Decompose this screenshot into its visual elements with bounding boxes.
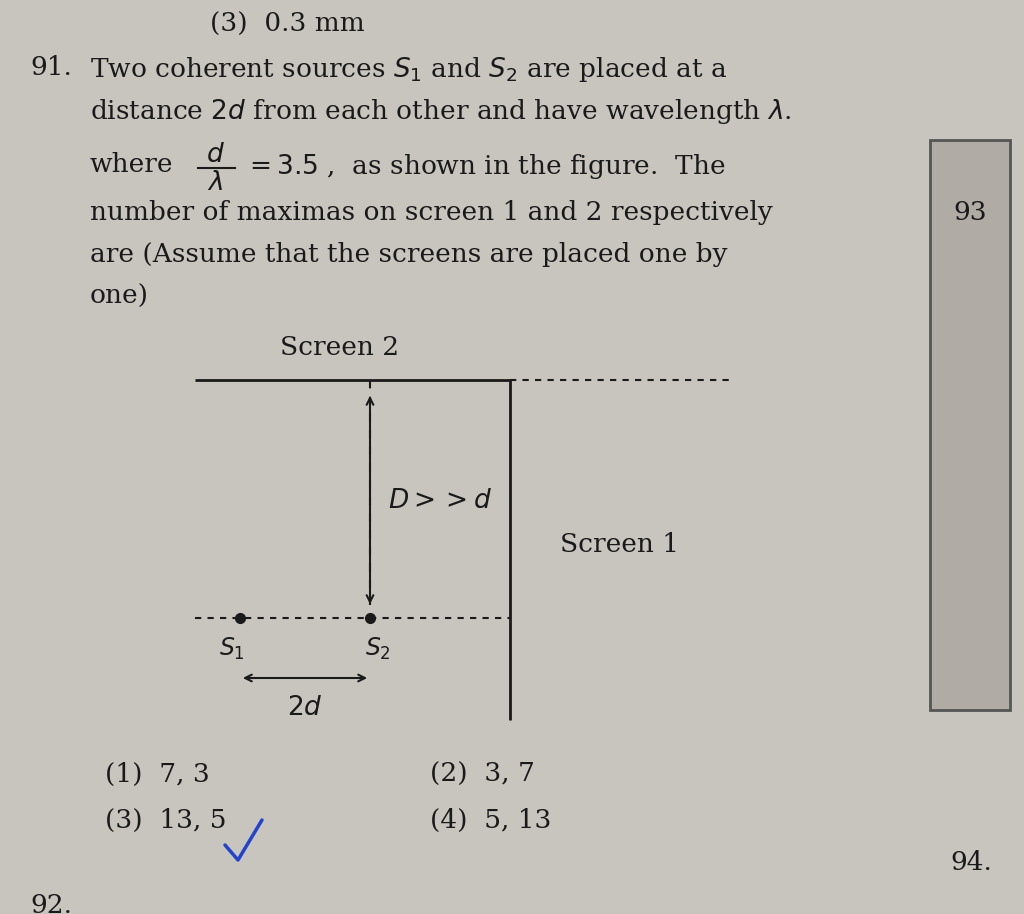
Text: (3)  13, 5: (3) 13, 5 [105, 808, 226, 833]
FancyBboxPatch shape [930, 140, 1010, 710]
Text: Two coherent sources $S_1$ and $S_2$ are placed at a: Two coherent sources $S_1$ and $S_2$ are… [90, 55, 727, 84]
Text: Screen 2: Screen 2 [281, 335, 399, 360]
Text: $= 3.5$ ,  as shown in the figure.  The: $= 3.5$ , as shown in the figure. The [244, 152, 726, 181]
Text: 94.: 94. [950, 850, 992, 875]
Text: $d$: $d$ [206, 142, 224, 167]
Text: $S_1$: $S_1$ [219, 636, 245, 663]
Text: (1)  7, 3: (1) 7, 3 [105, 762, 210, 787]
Text: 93: 93 [953, 200, 987, 225]
Text: (3)  0.3 mm: (3) 0.3 mm [210, 12, 365, 37]
Text: $D>>d$: $D>>d$ [388, 487, 492, 513]
Text: 91.: 91. [30, 55, 72, 80]
Text: (4)  5, 13: (4) 5, 13 [430, 808, 551, 833]
Text: one): one) [90, 284, 150, 309]
Text: $S_2$: $S_2$ [365, 636, 391, 663]
Text: $2d$: $2d$ [287, 695, 323, 720]
Text: where: where [90, 152, 173, 177]
Text: $\lambda$: $\lambda$ [207, 170, 223, 195]
Text: distance $2d$ from each other and have wavelength $\lambda$.: distance $2d$ from each other and have w… [90, 97, 792, 126]
Text: are (Assume that the screens are placed one by: are (Assume that the screens are placed … [90, 242, 727, 267]
Text: 92.: 92. [30, 893, 72, 914]
Text: (2)  3, 7: (2) 3, 7 [430, 762, 535, 787]
Text: number of maximas on screen 1 and 2 respectively: number of maximas on screen 1 and 2 resp… [90, 200, 773, 225]
Text: Screen 1: Screen 1 [560, 533, 679, 558]
